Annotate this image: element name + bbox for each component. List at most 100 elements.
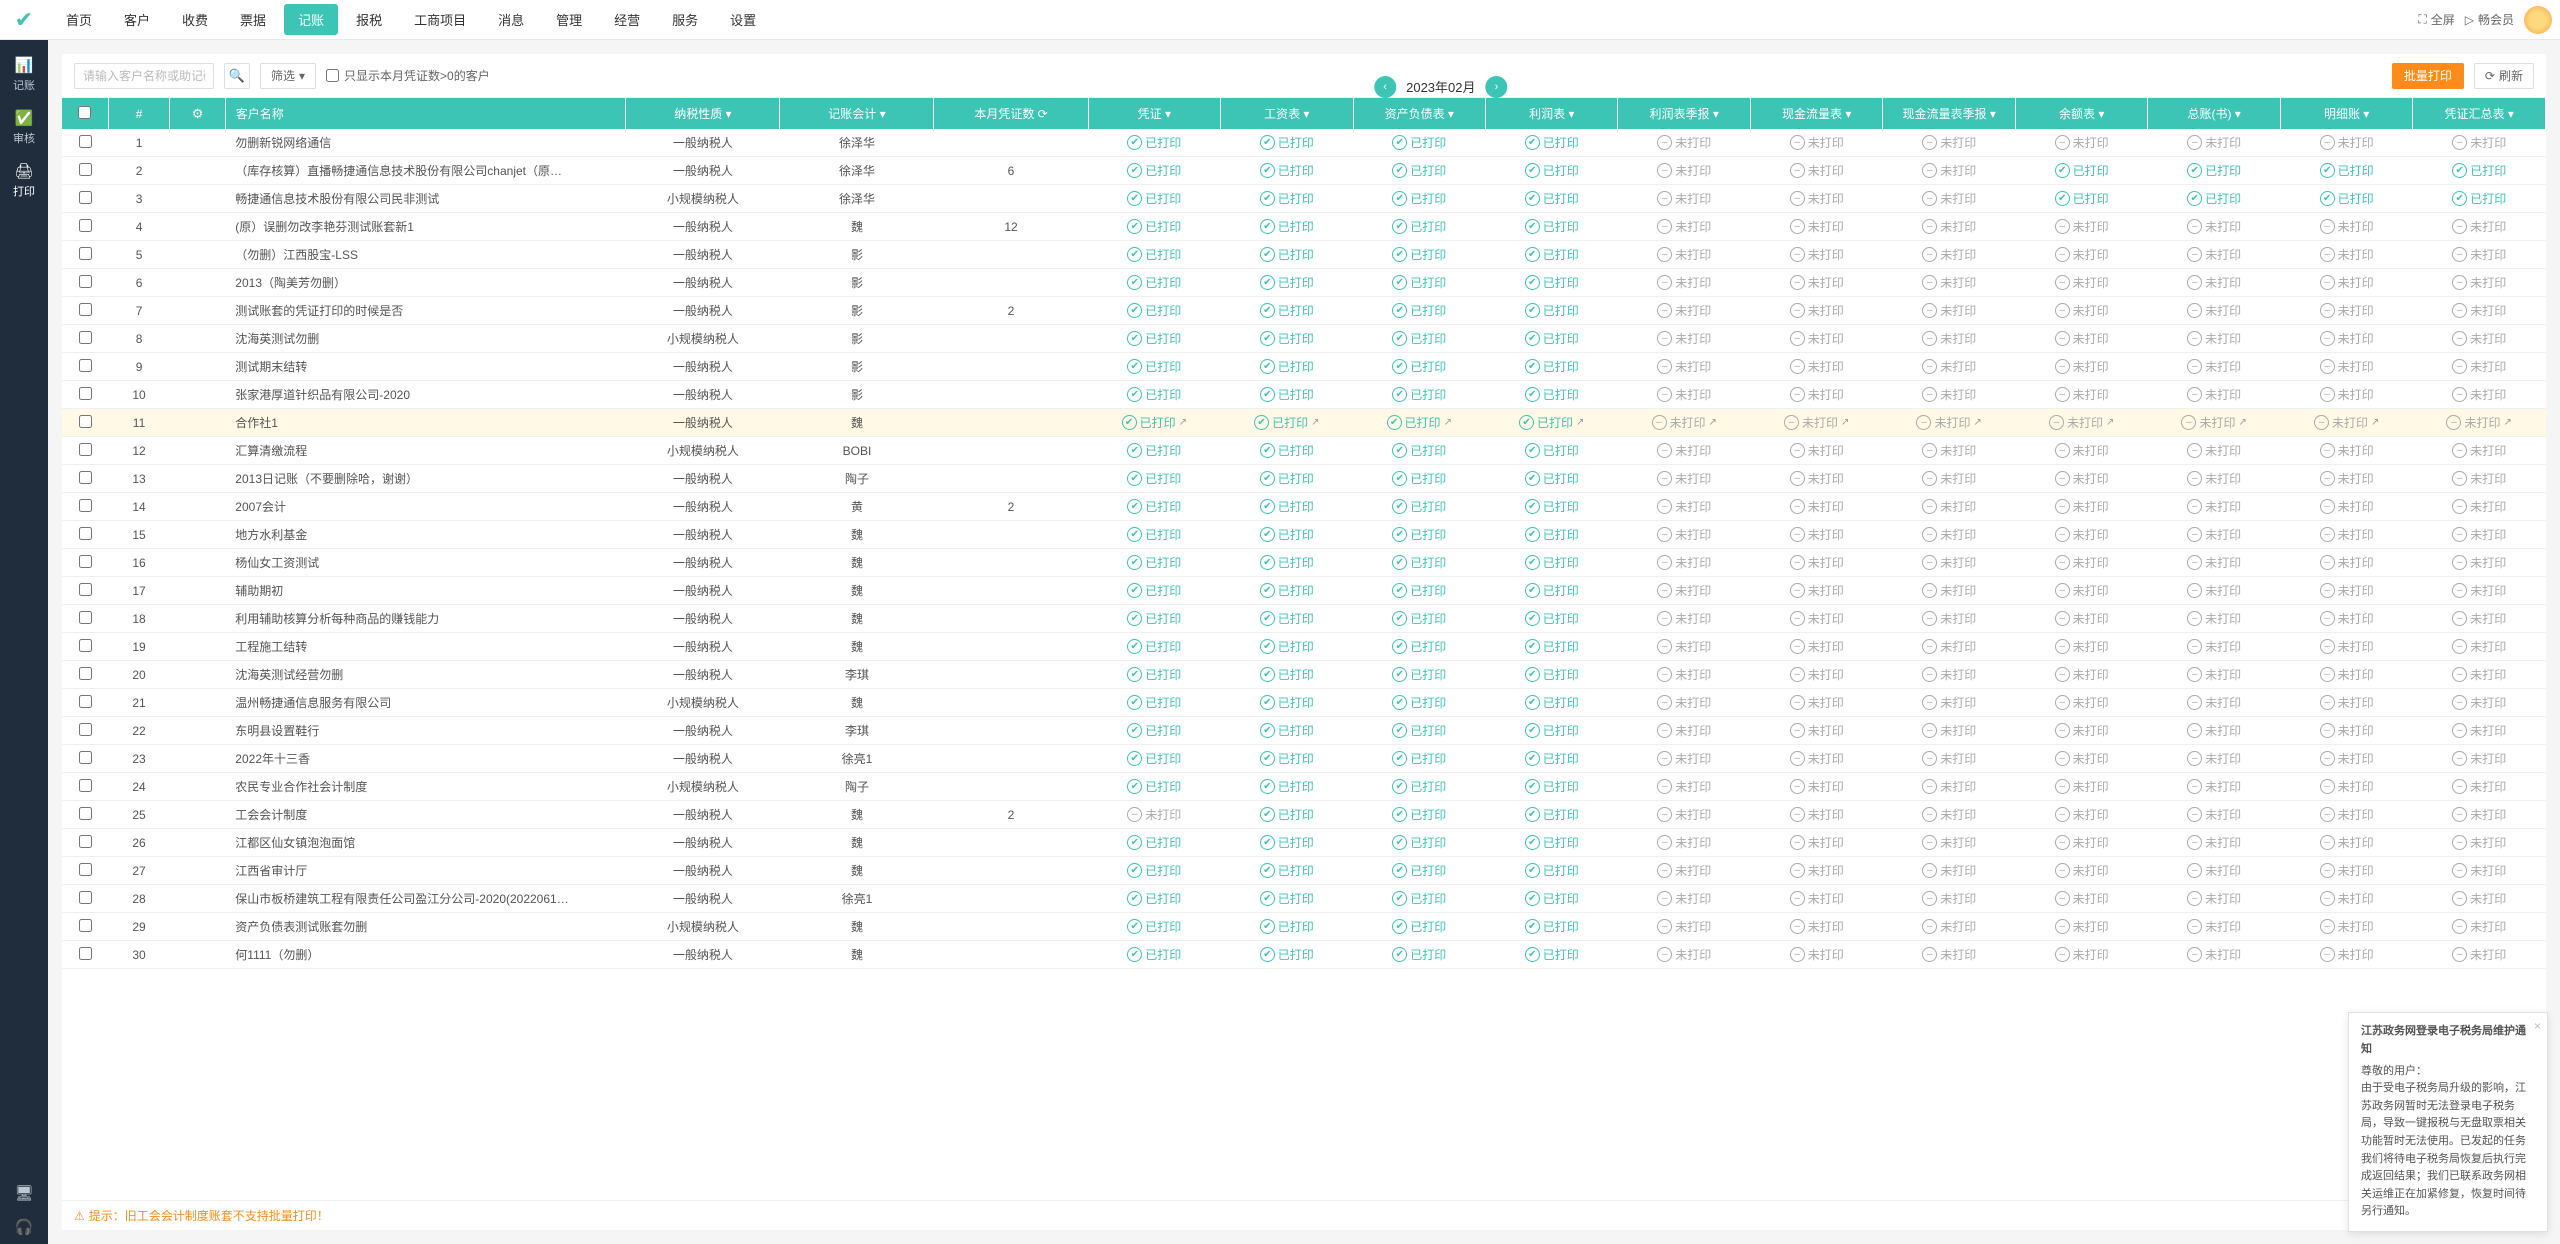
- status-printed[interactable]: 已打印: [1392, 526, 1446, 543]
- status-unprinted[interactable]: 未打印: [1657, 862, 1711, 879]
- status-unprinted[interactable]: 未打印: [1922, 918, 1976, 935]
- table-row[interactable]: 30何1111（勿删）一般纳税人魏已打印已打印已打印已打印未打印未打印未打印未打…: [62, 941, 2546, 969]
- status-unprinted[interactable]: 未打印: [2055, 442, 2109, 459]
- status-unprinted[interactable]: 未打印: [1922, 134, 1976, 151]
- status-printed[interactable]: 已打印: [1127, 862, 1181, 879]
- status-unprinted[interactable]: 未打印: [1922, 806, 1976, 823]
- status-unprinted[interactable]: 未打印: [1790, 246, 1844, 263]
- status-printed[interactable]: 已打印: [1127, 274, 1181, 291]
- status-unprinted[interactable]: 未打印: [1790, 834, 1844, 851]
- status-unprinted[interactable]: 未打印: [2055, 330, 2109, 347]
- table-row[interactable]: 28保山市板桥建筑工程有限责任公司盈江分公司-2020(2022061…一般纳税…: [62, 885, 2546, 913]
- status-printed[interactable]: 已打印: [1392, 190, 1446, 207]
- column-header-5[interactable]: 记账会计 ▾: [780, 98, 934, 129]
- status-unprinted[interactable]: 未打印: [2452, 526, 2506, 543]
- status-printed[interactable]: 已打印: [1392, 134, 1446, 151]
- status-printed[interactable]: 已打印: [1525, 582, 1579, 599]
- status-unprinted[interactable]: 未打印: [2187, 498, 2241, 515]
- row-checkbox[interactable]: [79, 779, 92, 792]
- status-unprinted[interactable]: 未打印: [2452, 330, 2506, 347]
- status-unprinted[interactable]: 未打印: [2055, 274, 2109, 291]
- status-printed[interactable]: 已打印: [1127, 162, 1181, 179]
- status-printed[interactable]: 已打印: [1127, 694, 1181, 711]
- status-unprinted[interactable]: 未打印: [1657, 302, 1711, 319]
- external-icon[interactable]: ↗: [1311, 417, 1319, 428]
- status-unprinted[interactable]: 未打印: [2320, 302, 2374, 319]
- status-printed[interactable]: 已打印: [2055, 162, 2109, 179]
- status-unprinted[interactable]: 未打印: [1922, 190, 1976, 207]
- status-unprinted[interactable]: 未打印: [2320, 246, 2374, 263]
- status-unprinted[interactable]: 未打印: [2452, 946, 2506, 963]
- status-unprinted[interactable]: 未打印: [2320, 554, 2374, 571]
- status-printed[interactable]: 已打印: [1260, 582, 1314, 599]
- status-unprinted[interactable]: 未打印: [1790, 666, 1844, 683]
- status-unprinted[interactable]: 未打印: [2320, 638, 2374, 655]
- status-unprinted[interactable]: 未打印: [2320, 890, 2374, 907]
- status-printed[interactable]: 已打印: [1525, 302, 1579, 319]
- status-printed[interactable]: 已打印: [1260, 302, 1314, 319]
- status-printed[interactable]: 已打印: [1392, 946, 1446, 963]
- status-printed[interactable]: 已打印: [1127, 218, 1181, 235]
- status-unprinted[interactable]: 未打印: [1922, 610, 1976, 627]
- status-unprinted[interactable]: 未打印: [2055, 554, 2109, 571]
- status-unprinted[interactable]: 未打印: [2055, 610, 2109, 627]
- status-unprinted[interactable]: 未打印: [1657, 610, 1711, 627]
- table-row[interactable]: 142007会计一般纳税人黄2已打印已打印已打印已打印未打印未打印未打印未打印未…: [62, 493, 2546, 521]
- external-icon[interactable]: ↗: [1576, 417, 1584, 428]
- topnav-item-1[interactable]: 客户: [110, 4, 164, 35]
- status-unprinted[interactable]: 未打印: [1657, 134, 1711, 151]
- status-unprinted[interactable]: 未打印: [1657, 330, 1711, 347]
- search-icon-button[interactable]: 🔍: [224, 63, 250, 89]
- status-unprinted[interactable]: 未打印: [2452, 918, 2506, 935]
- status-unprinted[interactable]: 未打印: [1790, 582, 1844, 599]
- row-checkbox[interactable]: [79, 947, 92, 960]
- status-unprinted[interactable]: 未打印: [1790, 694, 1844, 711]
- status-printed[interactable]: 已打印: [2320, 162, 2374, 179]
- status-unprinted[interactable]: 未打印: [1922, 246, 1976, 263]
- topnav-item-3[interactable]: 票据: [226, 4, 280, 35]
- status-printed[interactable]: 已打印: [1127, 666, 1181, 683]
- topnav-item-9[interactable]: 经营: [600, 4, 654, 35]
- status-unprinted[interactable]: 未打印: [1922, 666, 1976, 683]
- external-icon[interactable]: ↗: [2106, 417, 2114, 428]
- table-row[interactable]: 62013（陶美芳勿删）一般纳税人影已打印已打印已打印已打印未打印未打印未打印未…: [62, 269, 2546, 297]
- status-unprinted[interactable]: 未打印: [1922, 694, 1976, 711]
- topnav-item-5[interactable]: 报税: [342, 4, 396, 35]
- status-unprinted[interactable]: 未打印: [2452, 386, 2506, 403]
- column-header-14[interactable]: 余额表 ▾: [2015, 98, 2147, 129]
- status-unprinted[interactable]: 未打印: [2452, 134, 2506, 151]
- status-printed[interactable]: 已打印: [1525, 498, 1579, 515]
- status-printed[interactable]: 已打印: [1127, 554, 1181, 571]
- table-row[interactable]: 10张家港厚道针织品有限公司-2020一般纳税人影已打印已打印已打印已打印未打印…: [62, 381, 2546, 409]
- status-unprinted[interactable]: 未打印: [1657, 218, 1711, 235]
- status-printed[interactable]: 已打印: [1525, 694, 1579, 711]
- row-checkbox[interactable]: [79, 555, 92, 568]
- status-unprinted[interactable]: 未打印: [1922, 862, 1976, 879]
- status-unprinted[interactable]: 未打印: [2055, 806, 2109, 823]
- status-printed[interactable]: 已打印: [1525, 834, 1579, 851]
- status-printed[interactable]: 已打印: [2055, 190, 2109, 207]
- status-printed[interactable]: 已打印: [1525, 162, 1579, 179]
- status-unprinted[interactable]: 未打印: [2320, 750, 2374, 767]
- table-row[interactable]: 29资产负债表测试账套勿删小规模纳税人魏已打印已打印已打印已打印未打印未打印未打…: [62, 913, 2546, 941]
- status-printed[interactable]: 已打印: [1260, 694, 1314, 711]
- status-unprinted[interactable]: 未打印: [2320, 582, 2374, 599]
- status-unprinted[interactable]: 未打印: [2320, 274, 2374, 291]
- status-unprinted[interactable]: 未打印: [1657, 470, 1711, 487]
- topnav-item-0[interactable]: 首页: [52, 4, 106, 35]
- status-printed[interactable]: 已打印: [1122, 414, 1176, 431]
- status-printed[interactable]: 已打印: [1525, 246, 1579, 263]
- status-printed[interactable]: 已打印: [1260, 442, 1314, 459]
- row-checkbox[interactable]: [79, 835, 92, 848]
- status-unprinted[interactable]: 未打印: [2452, 610, 2506, 627]
- status-unprinted[interactable]: 未打印: [2452, 274, 2506, 291]
- only-month-checkbox[interactable]: 只显示本月凭证数>0的客户: [326, 67, 490, 84]
- status-unprinted[interactable]: 未打印: [2187, 918, 2241, 935]
- status-unprinted[interactable]: 未打印: [1922, 302, 1976, 319]
- row-checkbox[interactable]: [79, 219, 92, 232]
- status-printed[interactable]: 已打印: [1525, 610, 1579, 627]
- status-unprinted[interactable]: 未打印: [2452, 358, 2506, 375]
- row-checkbox[interactable]: [79, 135, 92, 148]
- row-checkbox[interactable]: [79, 751, 92, 764]
- row-checkbox[interactable]: [79, 247, 92, 260]
